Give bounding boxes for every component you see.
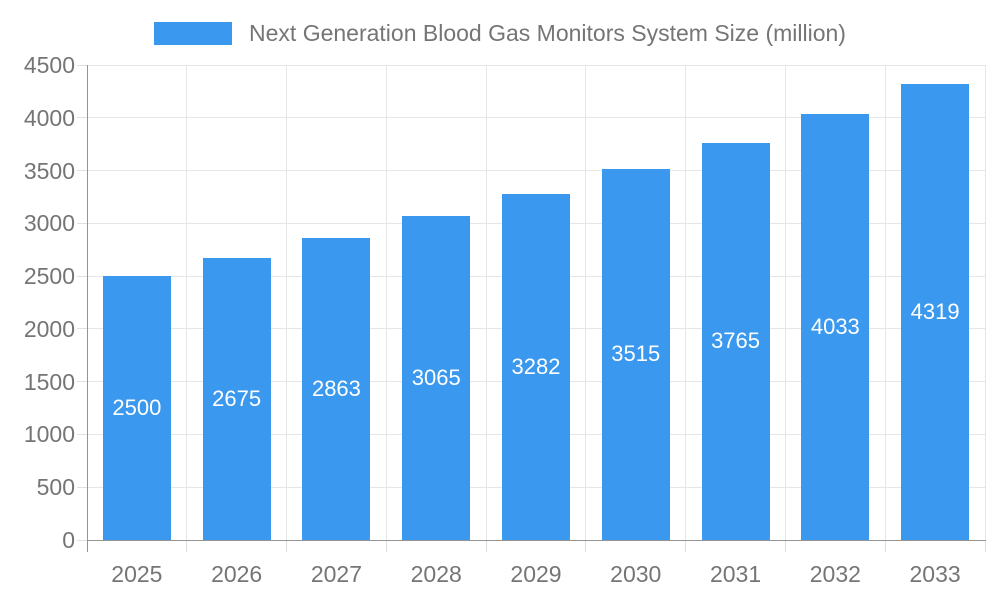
gridline-vertical [685, 65, 687, 540]
gridline-vertical [984, 65, 986, 540]
y-axis-tick [77, 433, 87, 435]
x-axis-tick [884, 541, 886, 552]
y-axis-tick [77, 64, 87, 66]
bar: 3515 [601, 168, 670, 540]
gridline-vertical [286, 65, 288, 540]
bar: 4319 [901, 84, 970, 540]
y-axis-tick [77, 486, 87, 488]
legend-swatch-icon [154, 22, 233, 45]
x-axis-label: 2026 [211, 561, 263, 587]
y-axis-tick [77, 170, 87, 172]
gridline-horizontal [87, 64, 985, 66]
bar-value-label: 4033 [810, 314, 860, 340]
gridline-vertical [485, 65, 487, 540]
x-axis-tick [485, 541, 487, 552]
bar: 2675 [202, 257, 271, 540]
x-axis-tick [585, 541, 587, 552]
bar: 2863 [302, 237, 371, 540]
y-axis-label: 500 [36, 474, 75, 501]
bar: 3765 [701, 142, 770, 540]
y-axis-label: 3500 [23, 157, 75, 184]
bar-value-label: 3765 [711, 328, 761, 354]
y-axis-label: 4500 [23, 52, 75, 78]
bar: 3282 [502, 193, 570, 540]
x-axis-tick [984, 541, 986, 552]
y-axis-line [87, 65, 88, 552]
bar: 3065 [402, 216, 471, 540]
x-axis-label: 2033 [909, 561, 961, 587]
x-axis-tick [385, 541, 387, 552]
bar-value-label: 3065 [411, 365, 461, 391]
y-axis-label: 0 [62, 527, 75, 553]
x-axis-label: 2028 [410, 561, 462, 587]
y-axis-tick [77, 381, 87, 383]
x-axis-label: 2025 [111, 561, 163, 587]
x-axis-label: 2031 [709, 561, 762, 587]
y-axis-label: 4000 [23, 104, 75, 131]
gridline-horizontal [87, 170, 985, 172]
bar-value-label: 2500 [112, 395, 162, 421]
y-axis-label: 1000 [23, 421, 75, 448]
gridline-vertical [884, 65, 886, 540]
x-axis-tick [784, 541, 786, 552]
x-axis-label: 2030 [610, 561, 662, 587]
plot-area: 2500 2675 2863 3065 3282 3515 3765 4033 4319 [87, 64, 986, 540]
gridline-vertical [385, 65, 387, 540]
bar-value-label: 2675 [212, 385, 262, 411]
bar-value-label: 2863 [311, 375, 361, 401]
x-axis-label: 2029 [510, 561, 562, 587]
y-axis-tick [77, 222, 87, 224]
gridline-vertical [585, 65, 587, 540]
x-axis-tick [286, 541, 288, 552]
y-axis-tick [77, 539, 87, 541]
gridline-horizontal [87, 117, 985, 119]
y-axis-tick [77, 275, 87, 277]
bar: 4033 [801, 114, 870, 540]
y-axis-label: 1500 [23, 368, 75, 395]
gridline-vertical [784, 65, 786, 540]
y-axis-label: 3000 [23, 210, 75, 237]
bar: 2500 [102, 276, 171, 540]
y-axis-label: 2500 [23, 263, 75, 290]
bar-value-label: 3515 [611, 341, 661, 367]
x-axis-tick [685, 541, 687, 552]
x-axis-label: 2032 [809, 561, 861, 587]
legend-label: Next Generation Blood Gas Monitors Syste… [249, 20, 846, 46]
y-axis-tick [77, 328, 87, 330]
x-axis-label: 2027 [310, 561, 363, 587]
legend[interactable]: Next Generation Blood Gas Monitors Syste… [0, 20, 1000, 47]
y-axis-label: 2000 [23, 315, 75, 342]
gridline-vertical [186, 65, 188, 540]
x-axis-line [87, 540, 986, 541]
y-axis-tick [77, 117, 87, 119]
bar-value-label: 3282 [511, 353, 561, 379]
x-axis-tick [186, 541, 188, 552]
bar-value-label: 4319 [910, 299, 960, 325]
